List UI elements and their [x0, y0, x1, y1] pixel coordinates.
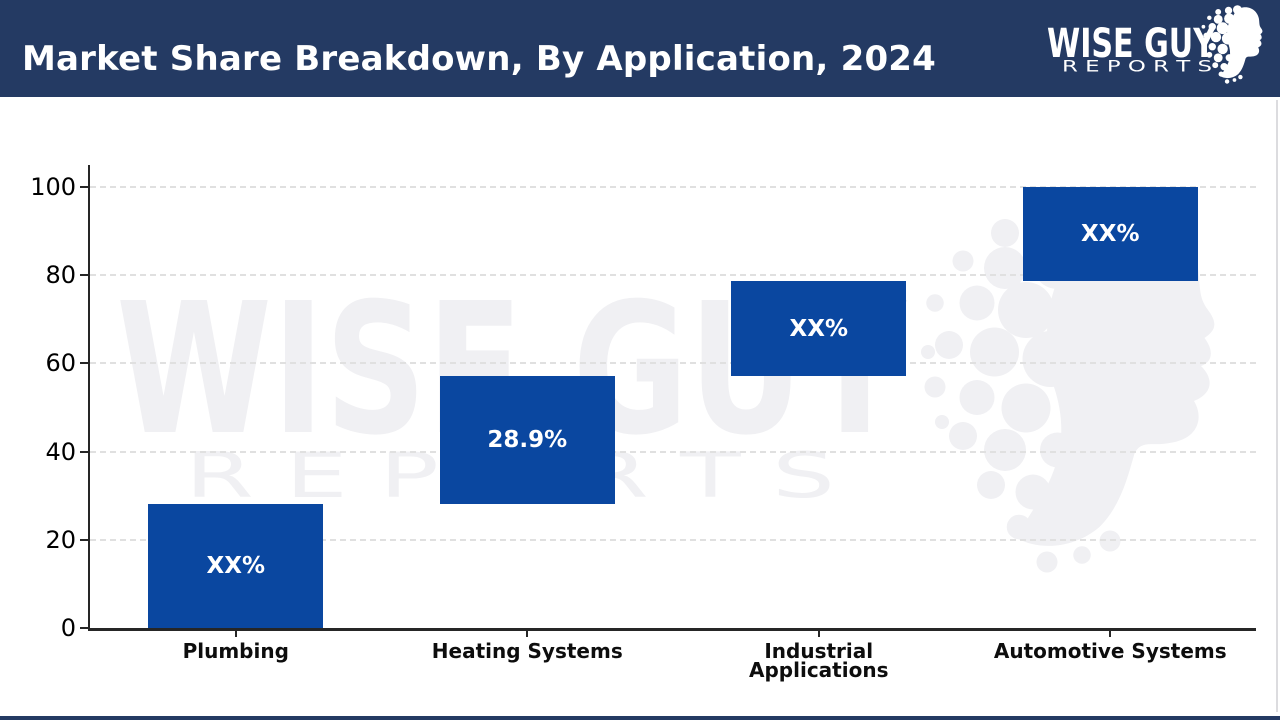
page-title: Market Share Breakdown, By Application, … — [22, 39, 937, 79]
brand-logo: WISE GUY R E P O R T S — [1047, 5, 1263, 84]
y-tick-label-80: 80 — [45, 261, 76, 290]
brand-logo-wiseguy-text: WISE GUY — [1047, 21, 1216, 67]
gridline-100 — [90, 186, 1256, 189]
y-tick-label-20: 20 — [45, 525, 76, 554]
y-tick-0 — [80, 627, 88, 629]
y-tick-80 — [80, 274, 88, 277]
y-tick-label-100: 100 — [30, 173, 76, 202]
y-tick-60 — [80, 362, 88, 365]
y-tick-40 — [80, 450, 88, 453]
brand-logo-reports-text: R E P O R T S — [1062, 57, 1212, 76]
bar-heating-systems: 28.9% — [439, 376, 615, 504]
x-tick-industrial-applications — [817, 631, 820, 637]
header-bar: Market Share Breakdown, By Application, … — [0, 0, 1280, 97]
y-tick-label-0: 0 — [60, 614, 76, 642]
bar-industrial-applications: XX% — [731, 281, 907, 377]
footer-bar — [0, 716, 1280, 720]
x-axis-label-plumbing: Plumbing — [182, 639, 289, 663]
right-edge-rule — [1276, 100, 1278, 712]
y-tick-100 — [80, 186, 88, 189]
bar-plumbing: XX% — [148, 503, 324, 628]
x-axis-label-automotive-systems: Automotive Systems — [993, 639, 1227, 663]
x-tick-heating-systems — [526, 631, 529, 637]
x-tick-plumbing — [234, 631, 237, 637]
bar-value-label-plumbing: XX% — [206, 552, 265, 579]
gridline-40 — [90, 450, 1256, 453]
bar-value-label-industrial-applications: XX% — [789, 315, 848, 342]
bar-automotive-systems: XX% — [1022, 187, 1198, 282]
gridline-60 — [90, 362, 1256, 365]
x-axis-label-heating-systems: Heating Systems — [431, 639, 623, 663]
gridline-80 — [90, 274, 1256, 277]
y-tick-20 — [80, 538, 88, 541]
plot-area: XX% Plumbing 28.9% Heating Systems XX% Indust… — [80, 165, 1256, 680]
x-tick-automotive-systems — [1109, 631, 1112, 637]
y-tick-label-60: 60 — [45, 349, 76, 378]
bar-value-label-heating-systems: 28.9% — [487, 426, 568, 453]
y-axis: 0 20 40 60 80 100 — [0, 165, 76, 641]
bar-value-label-automotive-systems: XX% — [1080, 221, 1140, 248]
gridline-20 — [90, 538, 1256, 541]
x-axis-label-industrial-applications: Industrial Applications — [749, 639, 889, 682]
y-tick-label-40: 40 — [45, 437, 76, 466]
